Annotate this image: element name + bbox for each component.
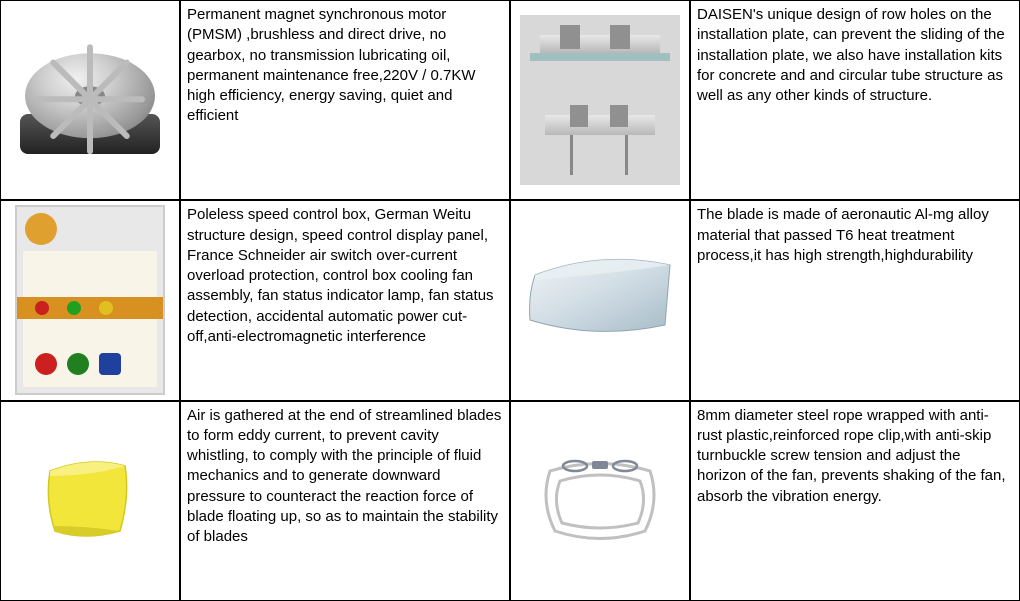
blade-icon: [520, 240, 680, 360]
controlbox-icon: [15, 205, 165, 395]
rope-image-cell: [510, 401, 690, 601]
product-spec-table: Permanent magnet synchronous motor (PMSM…: [0, 0, 1020, 601]
controlbox-image-cell: [0, 200, 180, 400]
controlbox-desc-cell: Poleless speed control box, German Weitu…: [180, 200, 510, 400]
winglet-image-cell: [0, 401, 180, 601]
motor-image-cell: [0, 0, 180, 200]
rope-desc-cell: 8mm diameter steel rope wrapped with ant…: [690, 401, 1020, 601]
motor-desc-cell: Permanent magnet synchronous motor (PMSM…: [180, 0, 510, 200]
motor-icon: [15, 30, 165, 170]
rope-icon: [520, 441, 680, 561]
blade-desc-cell: The blade is made of aeronautic Al-mg al…: [690, 200, 1020, 400]
winglet-desc-cell: Air is gathered at the end of streamline…: [180, 401, 510, 601]
mount-icon: [520, 15, 680, 185]
winglet-icon: [30, 446, 150, 556]
mount-desc-cell: DAISEN's unique design of row holes on t…: [690, 0, 1020, 200]
blade-image-cell: [510, 200, 690, 400]
mount-image-cell: [510, 0, 690, 200]
